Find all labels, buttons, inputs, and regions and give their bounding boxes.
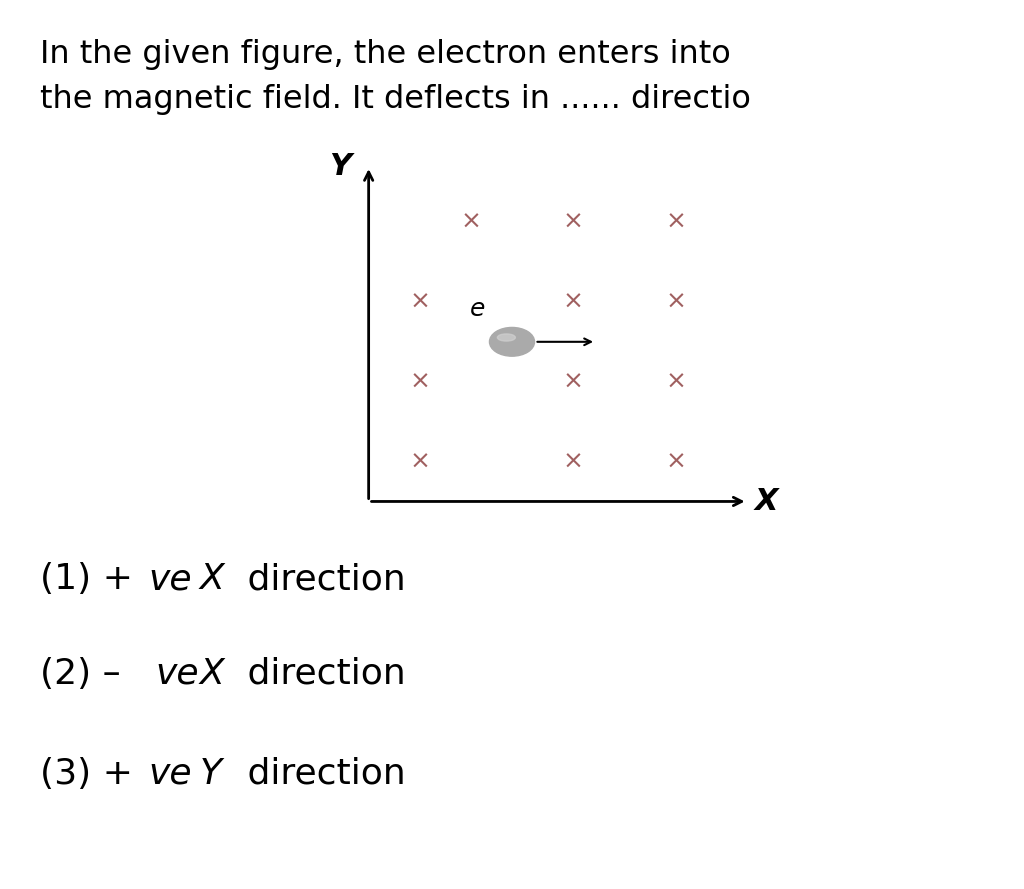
Text: ×: × — [666, 370, 686, 394]
Text: ×: × — [666, 290, 686, 314]
Text: ×: × — [410, 290, 430, 314]
Text: ×: × — [461, 210, 481, 234]
Text: Y: Y — [329, 152, 351, 180]
Text: ×: × — [563, 210, 584, 234]
Text: direction: direction — [236, 657, 406, 691]
Text: ×: × — [410, 450, 430, 474]
Text: X: X — [200, 562, 224, 596]
Ellipse shape — [498, 334, 515, 341]
Text: (3) +: (3) + — [40, 757, 144, 791]
Text: ×: × — [410, 370, 430, 394]
Text: X: X — [200, 657, 224, 691]
Text: the magnetic field. It deflects in ...... directio: the magnetic field. It deflects in .....… — [40, 84, 751, 115]
Text: ve: ve — [148, 757, 191, 791]
Text: ×: × — [666, 210, 686, 234]
Text: ×: × — [563, 290, 584, 314]
Text: (2) –: (2) – — [40, 657, 132, 691]
Text: Y: Y — [200, 757, 222, 791]
Text: ve: ve — [148, 562, 191, 596]
Text: ×: × — [666, 450, 686, 474]
Text: ×: × — [563, 450, 584, 474]
Ellipse shape — [489, 327, 535, 356]
Text: direction: direction — [236, 562, 406, 596]
Text: In the given figure, the electron enters into: In the given figure, the electron enters… — [40, 39, 731, 70]
Text: ×: × — [563, 370, 584, 394]
Text: direction: direction — [236, 757, 406, 791]
Text: e: e — [469, 297, 485, 321]
Text: ve: ve — [155, 657, 199, 691]
Text: (1) +: (1) + — [40, 562, 144, 596]
Text: X: X — [755, 487, 777, 516]
